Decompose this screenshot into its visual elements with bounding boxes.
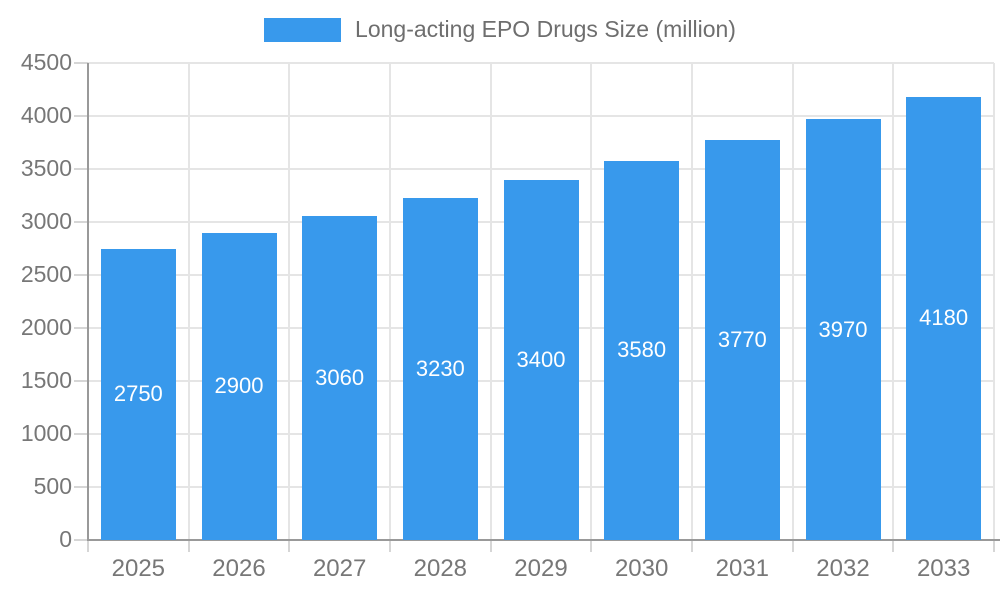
x-axis-tick-label: 2026 [212, 555, 266, 582]
y-axis-tick-label: 1000 [20, 420, 72, 446]
y-axis-tick-label: 2000 [20, 314, 72, 340]
x-axis-tick [892, 540, 895, 552]
y-axis-tick-label: 1500 [20, 367, 72, 393]
x-axis-tick-label: 2029 [514, 555, 568, 582]
bar-2029[interactable] [503, 179, 579, 540]
gridline-vertical [791, 63, 794, 540]
y-axis-tick-label: 0 [59, 526, 72, 552]
gridline-horizontal [88, 168, 994, 170]
gridline-vertical [892, 63, 895, 540]
x-axis-tick [691, 540, 693, 552]
y-axis-tick-label: 3500 [20, 155, 72, 181]
x-axis-tick [87, 540, 89, 552]
gridline-horizontal [88, 62, 994, 64]
y-axis-tick-label: 2500 [20, 261, 72, 287]
y-axis-tick-label: 4500 [20, 49, 72, 75]
y-axis-tick [74, 274, 88, 276]
x-axis-tick-label: 2031 [715, 555, 770, 582]
y-axis-tick [74, 62, 88, 64]
y-axis-tick [74, 327, 88, 329]
y-axis-tick-label: 500 [33, 473, 72, 499]
y-axis-tick [74, 168, 88, 170]
x-axis-tick-label: 2032 [816, 555, 870, 582]
bar-2033[interactable] [906, 96, 982, 540]
x-axis-tick-label: 2025 [111, 555, 166, 582]
bar-2031[interactable] [704, 140, 780, 540]
x-axis-tick-label: 2027 [312, 555, 367, 582]
x-axis-tick [590, 540, 593, 552]
gridline-vertical [590, 63, 593, 540]
x-axis-tick [489, 540, 492, 552]
bar-2032[interactable] [805, 119, 881, 540]
legend[interactable]: Long-acting EPO Drugs Size (million) [0, 16, 1000, 43]
y-axis-tick [74, 539, 88, 541]
x-axis-tick-label: 2033 [916, 555, 971, 582]
x-axis-tick [187, 540, 190, 552]
x-axis-tick-label: 2028 [413, 555, 468, 582]
y-axis-tick-label: 4000 [20, 102, 72, 128]
gridline-vertical [993, 63, 995, 540]
gridline-vertical [691, 63, 693, 540]
y-axis-tick [74, 221, 88, 223]
x-axis-tick-label: 2030 [614, 555, 669, 582]
x-axis-tick [993, 540, 995, 552]
legend-label: Long-acting EPO Drugs Size (million) [355, 16, 736, 42]
bar-2030[interactable] [604, 160, 680, 540]
gridline-vertical [187, 63, 190, 540]
gridline-vertical [288, 63, 291, 540]
y-axis-line [87, 63, 89, 540]
x-axis-tick [791, 540, 794, 552]
bar-2026[interactable] [201, 232, 277, 540]
y-axis-tick [74, 115, 88, 117]
x-axis-line [87, 539, 1000, 541]
y-axis-tick [74, 486, 88, 488]
bar-2027[interactable] [302, 215, 378, 540]
y-axis-tick [74, 380, 88, 382]
y-axis-tick-label: 3000 [20, 208, 72, 234]
bar-2028[interactable] [402, 197, 478, 540]
x-axis-tick [288, 540, 291, 552]
legend-color-swatch [264, 17, 342, 42]
x-axis-tick [389, 540, 391, 552]
bar-2025[interactable] [100, 248, 176, 540]
gridline-horizontal [88, 115, 994, 117]
gridline-vertical [389, 63, 391, 540]
gridline-vertical [489, 63, 492, 540]
y-axis-tick [74, 433, 88, 435]
